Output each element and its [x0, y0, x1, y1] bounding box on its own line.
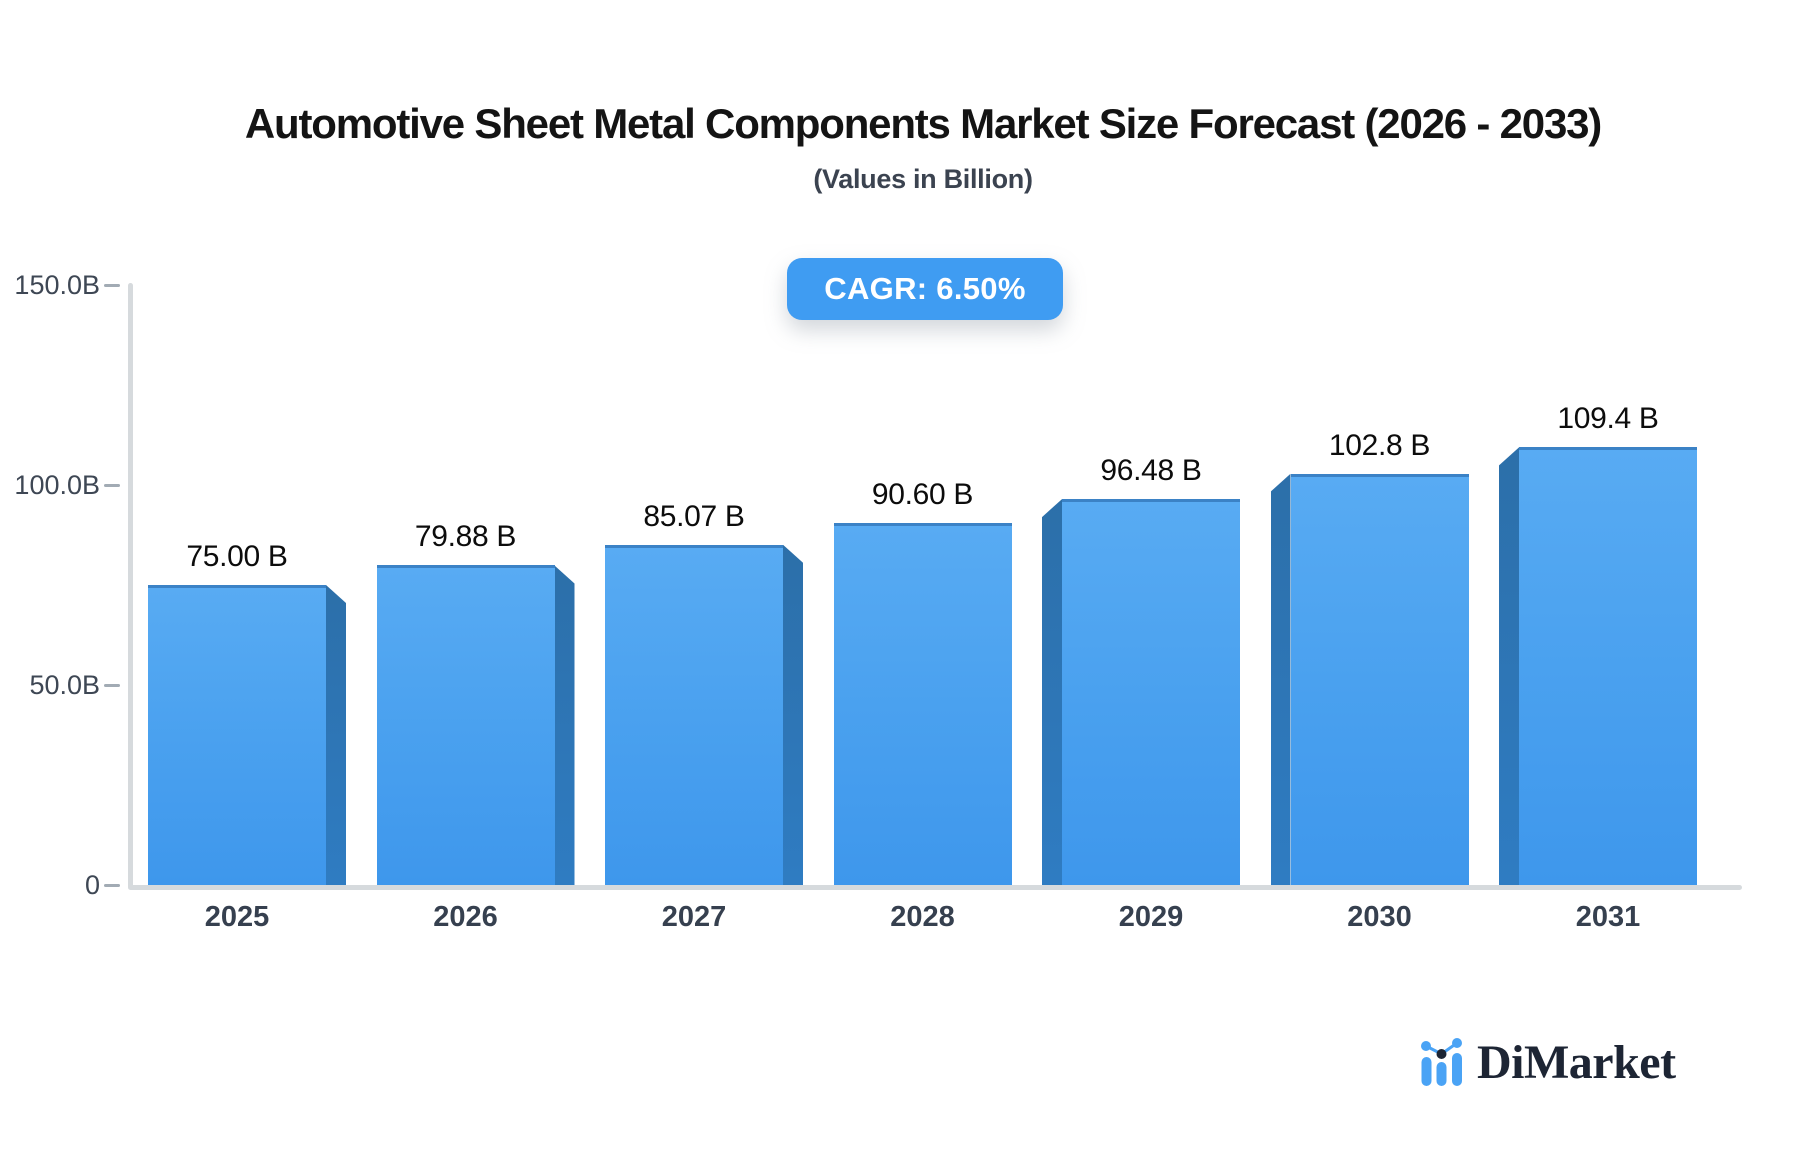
bar-3d-side-2025 — [326, 585, 346, 885]
bar-3d-side-2029 — [1042, 499, 1062, 885]
bar-2027 — [605, 544, 783, 885]
y-axis-line — [128, 283, 133, 889]
y-tick-label: 0 — [84, 870, 100, 900]
x-tick-label: 2028 — [890, 901, 955, 933]
bar-2029 — [1062, 499, 1240, 885]
bar-chart-icon — [1421, 1038, 1462, 1086]
x-tick-label: 2029 — [1118, 901, 1184, 933]
bar-value-label: 75.00 B — [186, 540, 288, 573]
x-axis-line — [128, 885, 1742, 890]
cagr-badge: CAGR: 6.50% — [787, 258, 1063, 320]
y-tick-label: 50.0B — [29, 670, 100, 700]
y-tick-label: 100.0B — [14, 470, 100, 500]
bar-3d-side-2031 — [1499, 447, 1519, 885]
cagr-label: CAGR: 6.50% — [824, 271, 1026, 306]
x-tick-label: 2030 — [1347, 901, 1412, 933]
y-tick-mark — [104, 684, 120, 687]
bar-value-label: 79.88 B — [414, 520, 517, 554]
y-tick-mark — [104, 484, 120, 487]
brand-logo: DiMarket — [1421, 1038, 1676, 1086]
bar-2026 — [376, 565, 555, 885]
bar-value-label: 90.60 B — [871, 477, 974, 511]
bar-value-label: 85.07 B — [643, 499, 745, 533]
bar-2031 — [1519, 447, 1697, 885]
bar-2030 — [1290, 473, 1469, 885]
bar-value-label: 109.4 B — [1557, 402, 1659, 436]
chart-title: Automotive Sheet Metal Components Market… — [244, 100, 1602, 147]
bar-3d-side-2027 — [783, 544, 803, 885]
y-tick-label: 150.0B — [14, 270, 100, 300]
bar-value-label: 96.48 B — [1100, 454, 1202, 488]
bar-3d-side-2026 — [554, 565, 575, 885]
x-tick-label: 2025 — [204, 901, 270, 933]
y-tick-mark — [104, 884, 120, 887]
bar-2025 — [148, 585, 326, 885]
brand-name: DiMarket — [1477, 1035, 1676, 1089]
bar-2028 — [833, 522, 1012, 885]
bar-value-label: 102.8 B — [1328, 428, 1431, 462]
bar-3d-side-2030 — [1270, 473, 1291, 885]
chart-subtitle: (Values in Billion) — [813, 164, 1033, 194]
x-tick-label: 2027 — [661, 901, 727, 933]
x-tick-label: 2031 — [1575, 901, 1641, 933]
x-tick-label: 2026 — [433, 901, 498, 933]
y-tick-mark — [104, 284, 120, 287]
